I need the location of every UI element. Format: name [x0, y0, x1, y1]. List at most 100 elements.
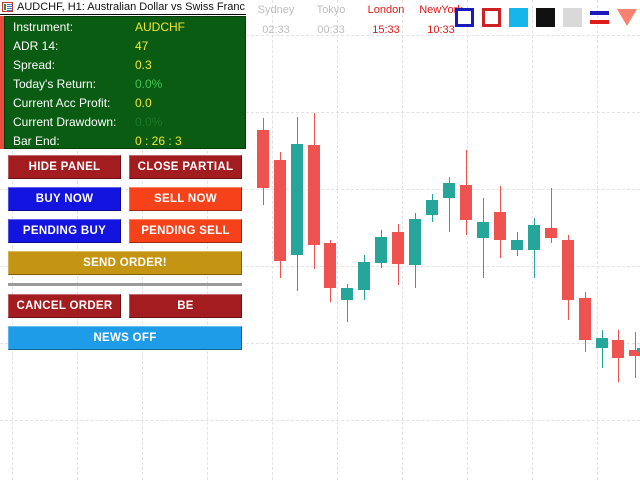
pending-sell-button[interactable]: PENDING SELL [129, 219, 242, 243]
info-value: 0.0 [135, 95, 152, 110]
page-title: AUDCHF, H1: Australian Dollar vs Swiss F… [17, 1, 246, 13]
candle-body [358, 262, 370, 290]
candle-wick [483, 198, 484, 278]
buy-now-button[interactable]: BUY NOW [8, 187, 121, 211]
session-clock-london: London 15:33 [358, 2, 414, 38]
session-name: London [367, 4, 405, 16]
info-label: Current Acc Profit: [13, 95, 111, 110]
info-value: 0.3 [135, 57, 152, 72]
sell-now-button[interactable]: SELL NOW [129, 187, 242, 211]
session-clocks: Sydney 02:33 Tokyo 00:33 London 15:33 NewYork 1… [248, 2, 463, 42]
info-row: Current Drawdown: 0.0% [5, 112, 245, 131]
trade-button-panel: HIDE PANEL CLOSE PARTIAL BUY NOW SELL NO… [8, 155, 242, 358]
down-triangle-icon[interactable] [617, 9, 637, 26]
session-name: Sydney [257, 4, 295, 16]
candle-body [257, 130, 269, 188]
candle-wick [551, 188, 552, 243]
cancel-order-button[interactable]: CANCEL ORDER [8, 294, 121, 318]
candle-body [528, 225, 540, 250]
candle-body [409, 219, 421, 265]
button-group-divider [8, 283, 242, 286]
session-clock-tokyo: Tokyo 00:33 [303, 2, 359, 38]
candle-body [596, 338, 608, 348]
session-clock-sydney: Sydney 02:33 [248, 2, 304, 38]
candle-body [341, 288, 353, 300]
info-label: Spread: [13, 57, 56, 72]
info-value: 0.0% [135, 114, 163, 129]
session-time: 10:33 [427, 24, 455, 36]
info-label: Today's Return: [13, 76, 96, 91]
outline-red-square-icon[interactable] [482, 8, 501, 27]
info-value: 0 : 26 : 3 [135, 133, 182, 148]
chart-list-icon [2, 2, 13, 12]
candle-body [612, 340, 624, 358]
candle-body [562, 240, 574, 300]
cyan-square-icon[interactable] [509, 8, 528, 27]
info-row: ADR 14: 47 [5, 36, 245, 55]
info-row: Bar End: 0 : 26 : 3 [5, 131, 245, 150]
gridline-horizontal [0, 420, 640, 421]
candle-body [274, 160, 286, 261]
candle-body [426, 200, 438, 215]
candle-wick [602, 330, 603, 368]
info-row: Today's Return: 0.0% [5, 74, 245, 93]
outline-blue-square-icon[interactable] [455, 8, 474, 27]
black-square-icon[interactable] [536, 8, 555, 27]
gridline-vertical [597, 0, 598, 480]
session-name: NewYork [419, 4, 463, 16]
candle-body [637, 348, 640, 352]
session-time: 15:33 [372, 24, 400, 36]
pending-buy-button[interactable]: PENDING BUY [8, 219, 121, 243]
candle-body [545, 228, 557, 238]
gridline-horizontal [0, 35, 640, 36]
info-value: 0.0% [135, 76, 163, 91]
send-order-button[interactable]: SEND ORDER! [8, 251, 242, 275]
info-label: ADR 14: [13, 38, 59, 53]
candle-body [392, 232, 404, 264]
blue-red-lines-icon[interactable] [590, 8, 609, 27]
session-time: 02:33 [262, 24, 290, 36]
session-clock-newyork: NewYork 10:33 [413, 2, 469, 38]
gridline-horizontal [0, 112, 640, 113]
toolbar-swatch-strip[interactable] [455, 8, 637, 27]
gridline-horizontal [0, 189, 640, 190]
info-panel: Instrument: AUDCHF ADR 14: 47 Spread: 0.3 Toda… [4, 16, 246, 149]
news-toggle-button[interactable]: NEWS OFF [8, 326, 242, 350]
candle-body [629, 350, 640, 356]
candle-body [375, 237, 387, 263]
info-row: Spread: 0.3 [5, 55, 245, 74]
gray-square-icon[interactable] [563, 8, 582, 27]
panel-titlebar: AUDCHF, H1: Australian Dollar vs Swiss F… [0, 0, 246, 15]
gridline-horizontal [0, 343, 640, 344]
info-label: Current Drawdown: [13, 114, 117, 129]
info-value: 47 [135, 38, 149, 53]
hide-panel-button[interactable]: HIDE PANEL [8, 155, 121, 179]
info-row: Instrument: AUDCHF [5, 17, 245, 36]
candle-wick [449, 177, 450, 232]
candle-body [291, 144, 303, 255]
gridline-vertical [337, 0, 338, 480]
candle-body [477, 222, 489, 238]
candle-body [308, 145, 320, 245]
info-value: AUDCHF [135, 19, 185, 34]
info-label: Instrument: [13, 19, 74, 34]
session-time: 00:33 [317, 24, 345, 36]
gridline-vertical [272, 0, 273, 480]
candle-body [511, 240, 523, 250]
candle-body [494, 212, 506, 240]
break-even-button[interactable]: BE [129, 294, 242, 318]
candle-wick [347, 284, 348, 322]
info-row: Current Acc Profit: 0.0 [5, 93, 245, 112]
candle-body [324, 243, 336, 288]
gridline-vertical [467, 0, 468, 480]
close-partial-button[interactable]: CLOSE PARTIAL [129, 155, 242, 179]
gridline-horizontal [0, 266, 640, 267]
session-name: Tokyo [316, 4, 346, 16]
candle-body [579, 298, 591, 340]
info-label: Bar End: [13, 133, 60, 148]
candle-body [460, 185, 472, 220]
panel-edge-marker [0, 16, 4, 149]
candle-body [443, 183, 455, 198]
